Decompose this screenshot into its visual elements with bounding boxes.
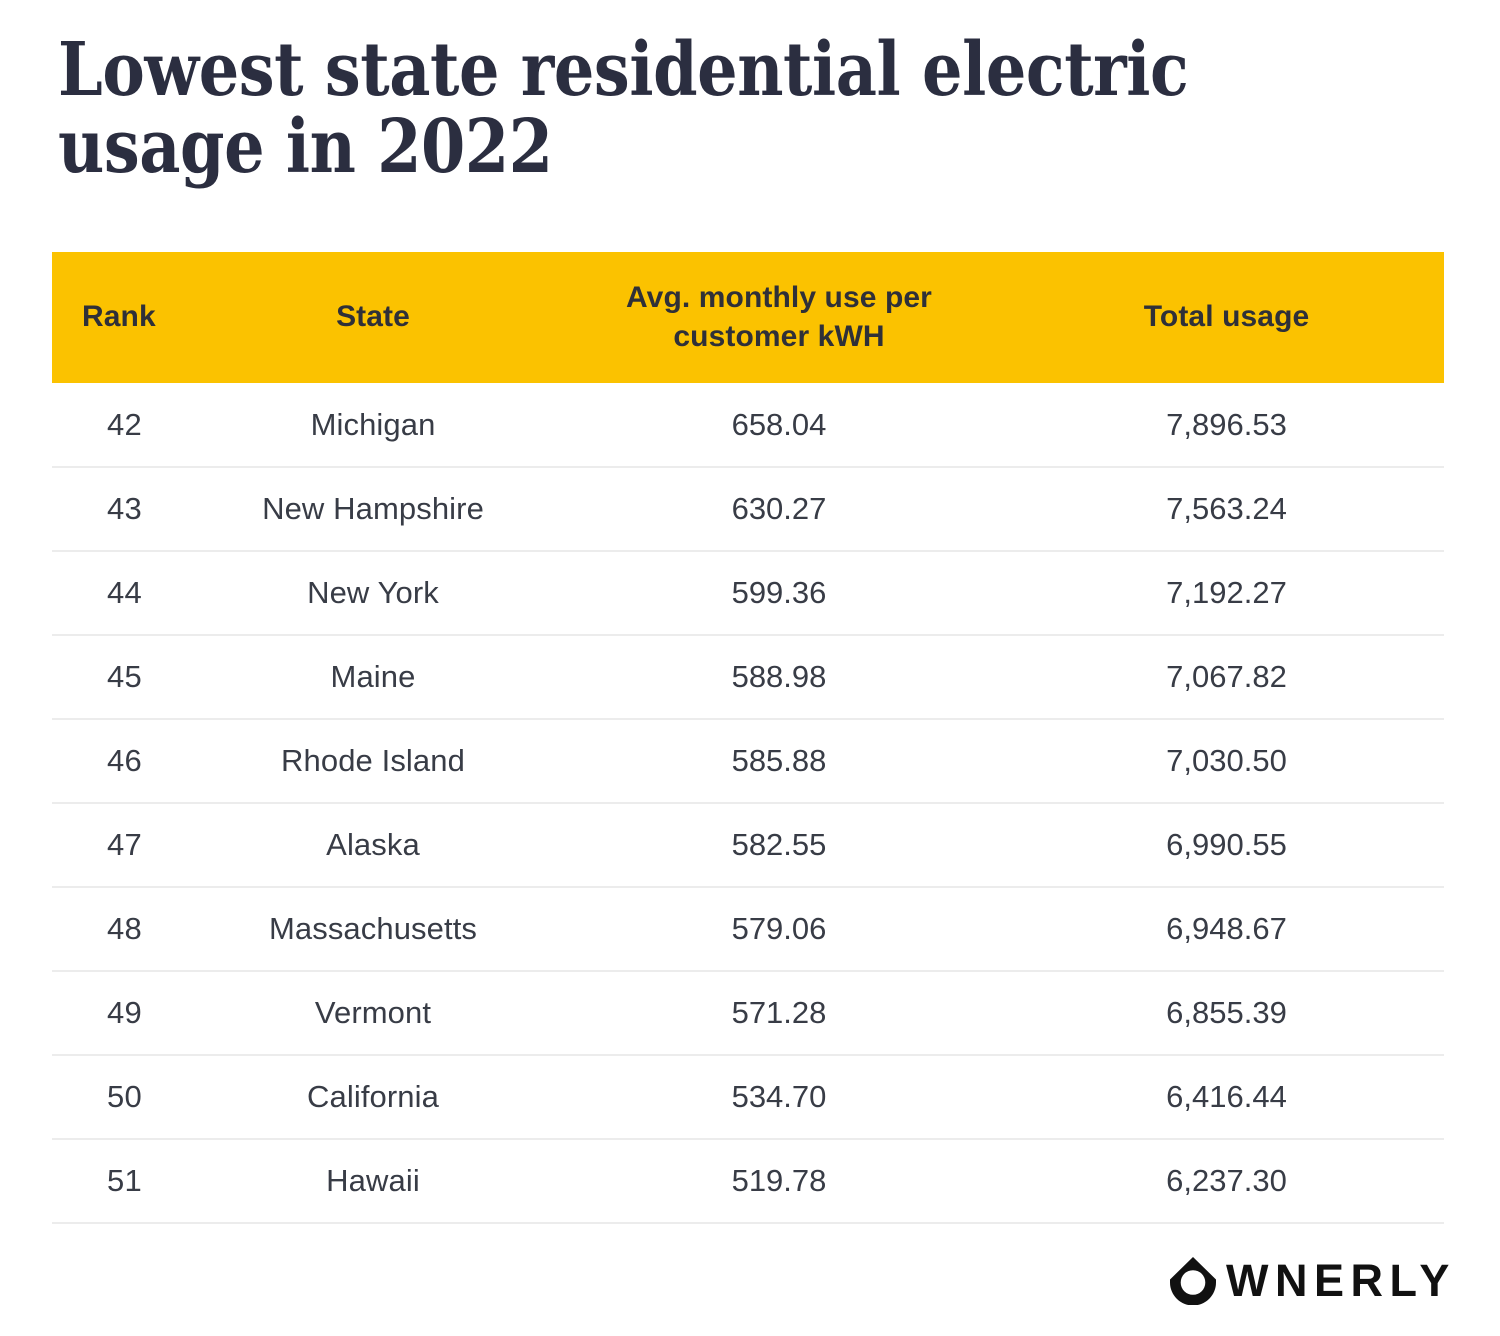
rank-cell: 44 <box>52 551 197 636</box>
table-header-row: Rank State Avg. monthly use per customer… <box>52 252 1444 383</box>
total-usage-cell: 7,192.27 <box>1009 551 1444 636</box>
ownerly-logo: WNERLY <box>1170 1253 1456 1309</box>
page-title-line-2: usage in 2022 <box>58 103 553 190</box>
table-row: 47 Alaska 582.55 6,990.55 <box>52 803 1444 888</box>
total-usage-cell: 6,237.30 <box>1009 1139 1444 1224</box>
rank-cell: 47 <box>52 803 197 888</box>
rank-cell: 51 <box>52 1139 197 1224</box>
column-header-avg-monthly-use: Avg. monthly use per customer kWH <box>549 252 1009 383</box>
avg-monthly-use-cell: 585.88 <box>549 719 1009 804</box>
state-cell: New Hampshire <box>197 467 549 552</box>
state-cell: Hawaii <box>197 1139 549 1224</box>
ownerly-wordmark: WNERLY <box>1226 1254 1456 1306</box>
page-title: Lowest state residential electric usage … <box>58 32 1358 186</box>
state-cell: New York <box>197 551 549 636</box>
avg-monthly-use-cell: 571.28 <box>549 971 1009 1056</box>
avg-monthly-use-cell: 658.04 <box>549 383 1009 468</box>
total-usage-cell: 7,067.82 <box>1009 635 1444 720</box>
table-row: 42 Michigan 658.04 7,896.53 <box>52 383 1444 468</box>
table-row: 43 New Hampshire 630.27 7,563.24 <box>52 467 1444 552</box>
avg-monthly-use-cell: 630.27 <box>549 467 1009 552</box>
table-row: 49 Vermont 571.28 6,855.39 <box>52 971 1444 1056</box>
page-title-line-1: Lowest state residential electric <box>58 27 1189 113</box>
rank-cell: 50 <box>52 1055 197 1140</box>
rank-cell: 46 <box>52 719 197 804</box>
table-row: 46 Rhode Island 585.88 7,030.50 <box>52 719 1444 804</box>
rank-cell: 48 <box>52 887 197 972</box>
table-row: 51 Hawaii 519.78 6,237.30 <box>52 1139 1444 1224</box>
state-cell: Michigan <box>197 383 549 468</box>
avg-monthly-use-cell: 519.78 <box>549 1139 1009 1224</box>
table-row: 48 Massachusetts 579.06 6,948.67 <box>52 887 1444 972</box>
state-cell: California <box>197 1055 549 1140</box>
total-usage-cell: 7,030.50 <box>1009 719 1444 804</box>
state-cell: Maine <box>197 635 549 720</box>
total-usage-cell: 6,416.44 <box>1009 1055 1444 1140</box>
usage-table-container: Rank State Avg. monthly use per customer… <box>52 252 1444 1224</box>
avg-monthly-use-cell: 579.06 <box>549 887 1009 972</box>
avg-monthly-use-cell: 534.70 <box>549 1055 1009 1140</box>
avg-monthly-use-cell: 588.98 <box>549 635 1009 720</box>
rank-cell: 43 <box>52 467 197 552</box>
total-usage-cell: 7,563.24 <box>1009 467 1444 552</box>
usage-table: Rank State Avg. monthly use per customer… <box>52 252 1444 1224</box>
table-body: 42 Michigan 658.04 7,896.53 43 New Hampshire 6… <box>52 383 1444 1224</box>
table-row: 44 New York 599.36 7,192.27 <box>52 551 1444 636</box>
column-header-state: State <box>336 300 410 334</box>
avg-monthly-use-cell: 582.55 <box>549 803 1009 888</box>
state-cell: Massachusetts <box>197 887 549 972</box>
table-row: 50 California 534.70 6,416.44 <box>52 1055 1444 1140</box>
total-usage-cell: 6,990.55 <box>1009 803 1444 888</box>
rank-cell: 42 <box>52 383 197 468</box>
house-outline-icon <box>1170 1257 1216 1305</box>
table-header: Rank State Avg. monthly use per customer… <box>52 252 1444 383</box>
column-header-total-usage: Total usage <box>1143 300 1310 334</box>
column-header-avg-line-1: Avg. monthly use per <box>626 281 932 315</box>
total-usage-cell: 6,948.67 <box>1009 887 1444 972</box>
state-cell: Alaska <box>197 803 549 888</box>
avg-monthly-use-cell: 599.36 <box>549 551 1009 636</box>
state-cell: Vermont <box>197 971 549 1056</box>
table-row: 45 Maine 588.98 7,067.82 <box>52 635 1444 720</box>
rank-cell: 45 <box>52 635 197 720</box>
column-header-avg-line-2: customer kWH <box>673 319 885 353</box>
state-cell: Rhode Island <box>197 719 549 804</box>
column-header-rank: Rank <box>82 300 156 334</box>
total-usage-cell: 7,896.53 <box>1009 383 1444 468</box>
rank-cell: 49 <box>52 971 197 1056</box>
total-usage-cell: 6,855.39 <box>1009 971 1444 1056</box>
